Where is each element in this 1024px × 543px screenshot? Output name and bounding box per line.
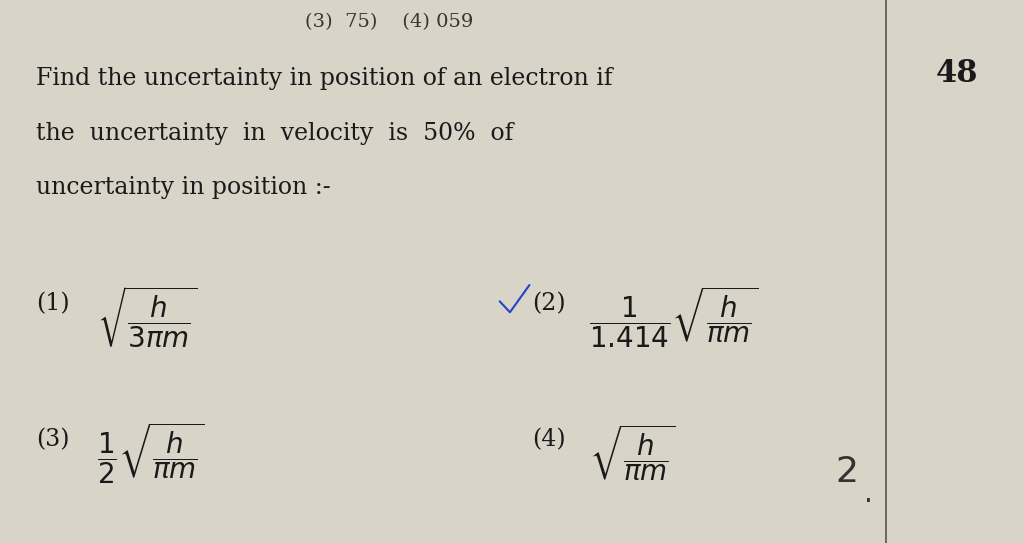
Text: $\sqrt{\dfrac{h}{3\pi m}}$: $\sqrt{\dfrac{h}{3\pi m}}$: [97, 285, 198, 350]
Text: $\dfrac{1}{2}\sqrt{\dfrac{h}{\pi m}}$: $\dfrac{1}{2}\sqrt{\dfrac{h}{\pi m}}$: [97, 421, 205, 486]
Text: $\sqrt{\dfrac{h}{\pi m}}$: $\sqrt{\dfrac{h}{\pi m}}$: [589, 424, 676, 483]
Text: Find the uncertainty in position of an electron if: Find the uncertainty in position of an e…: [36, 67, 612, 90]
Text: (1): (1): [36, 293, 70, 315]
Text: $\mathit{2}$: $\mathit{2}$: [835, 456, 856, 489]
Text: 48: 48: [936, 58, 979, 89]
Text: (3)  75)    (4) 059: (3) 75) (4) 059: [305, 14, 473, 31]
Text: (4): (4): [532, 428, 566, 451]
Text: the  uncertainty  in  velocity  is  50%  of: the uncertainty in velocity is 50% of: [36, 122, 513, 144]
Text: $\dfrac{1}{1.414}\sqrt{\dfrac{h}{\pi m}}$: $\dfrac{1}{1.414}\sqrt{\dfrac{h}{\pi m}}…: [589, 285, 759, 350]
Text: (3): (3): [36, 428, 70, 451]
Text: $.$: $.$: [863, 481, 871, 508]
Text: uncertainty in position :-: uncertainty in position :-: [36, 176, 331, 199]
Text: (2): (2): [532, 293, 566, 315]
